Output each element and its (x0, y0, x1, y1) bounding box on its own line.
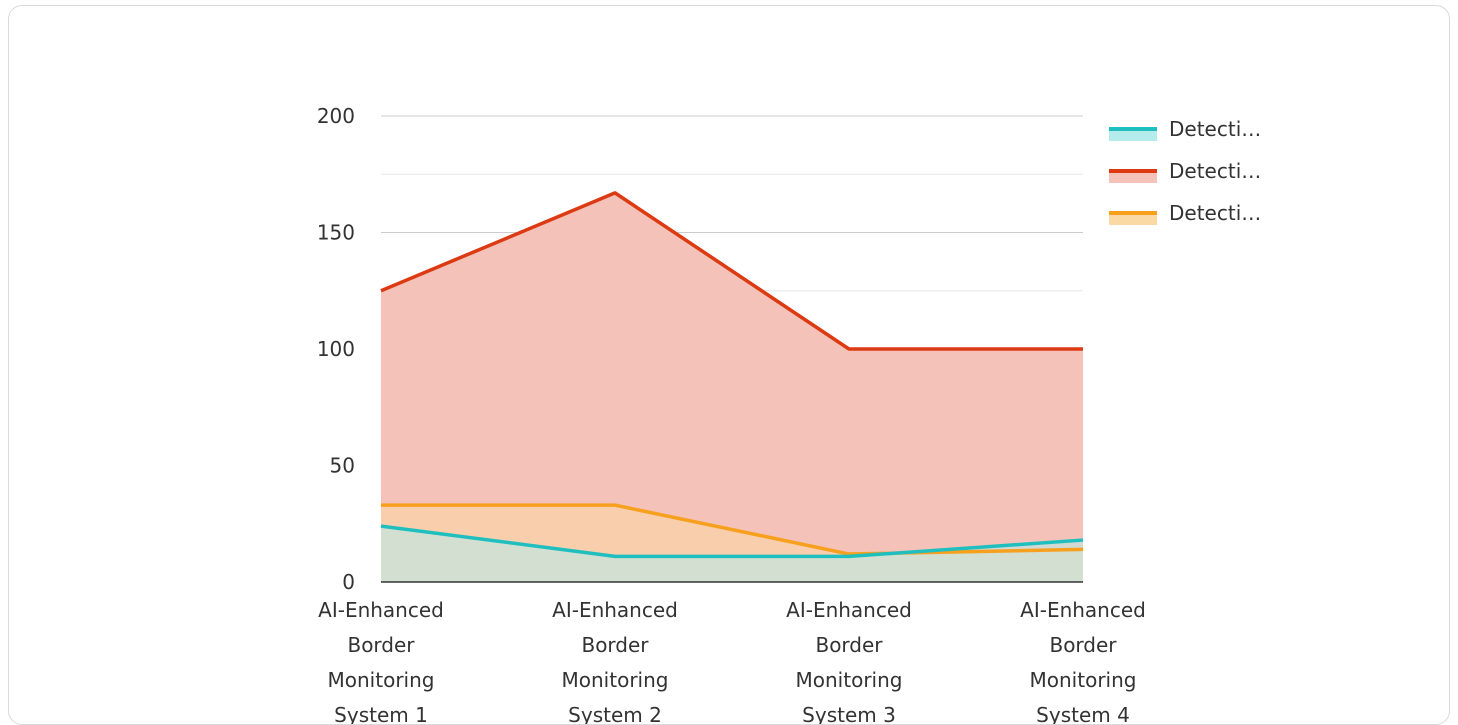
area-layer (381, 192, 1083, 582)
y-tick-label: 200 (317, 104, 355, 128)
line-series-2 (381, 503, 1084, 556)
legend[interactable]: Detecti… Detecti… Detecti… (1109, 117, 1261, 225)
x-tick-label: AI-Enhanced Border Monitoring System 4 (1020, 598, 1146, 725)
legend-label: Detecti… (1169, 159, 1261, 183)
y-tick-label: 100 (317, 337, 355, 361)
x-tick-label: AI-Enhanced Border Monitoring System 1 (318, 598, 444, 725)
area-series-3 (381, 526, 1083, 582)
legend-swatch (1109, 129, 1157, 141)
area-series-1 (381, 192, 1083, 582)
legend-swatch (1109, 213, 1157, 225)
line-layer (380, 191, 1084, 559)
x-tick-label: AI-Enhanced Border Monitoring System 2 (552, 598, 678, 725)
legend-swatch (1109, 171, 1157, 183)
line-series-1 (380, 191, 1083, 351)
y-tick-label: 0 (342, 570, 355, 594)
x-tick-label: AI-Enhanced Border Monitoring System 3 (786, 598, 912, 725)
legend-label: Detecti… (1169, 201, 1261, 225)
y-tick-label: 150 (317, 221, 355, 245)
legend-item[interactable]: Detecti… (1109, 117, 1261, 141)
area-chart: 0 50 100 150 200 AI-Enhanced Border Monitoring S… (317, 104, 1261, 725)
legend-label: Detecti… (1169, 117, 1261, 141)
legend-item[interactable]: Detecti… (1109, 201, 1261, 225)
legend-item[interactable]: Detecti… (1109, 159, 1261, 183)
y-tick-label: 50 (330, 454, 355, 478)
chart-card: 0 50 100 150 200 AI-Enhanced Border Monitoring S… (8, 5, 1450, 725)
line-series-3 (380, 524, 1084, 559)
